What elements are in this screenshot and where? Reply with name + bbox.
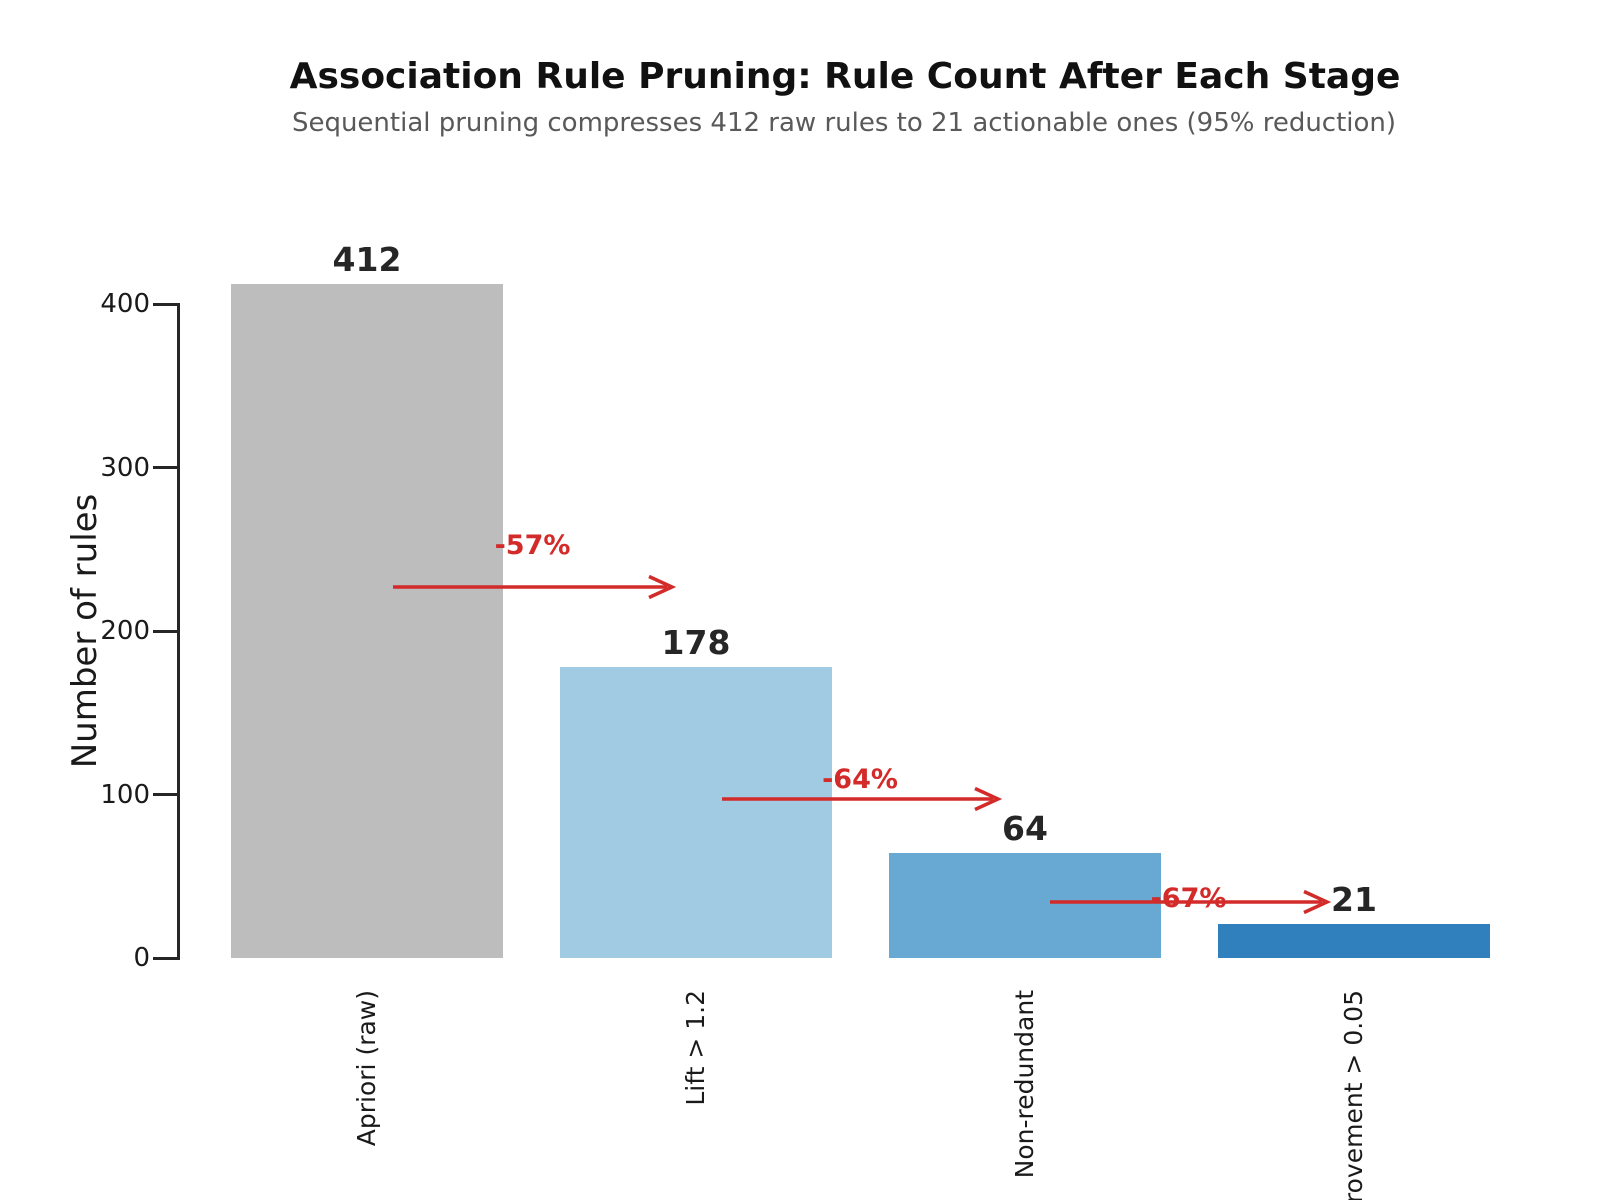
bar xyxy=(1218,924,1490,958)
y-tick-label: 0 xyxy=(133,943,150,973)
chart-subtitle: Sequential pruning compresses 412 raw ru… xyxy=(291,108,1397,138)
y-tick-label: 100 xyxy=(100,779,150,810)
y-tick-label: 300 xyxy=(100,452,150,483)
y-tick-mark xyxy=(153,956,177,960)
bar xyxy=(889,853,1161,958)
bar xyxy=(560,667,832,958)
y-tick-label: 400 xyxy=(100,289,150,319)
y-tick-mark xyxy=(153,466,177,469)
y-tick-mark xyxy=(153,629,177,633)
bar-value-label: 64 xyxy=(1002,809,1048,848)
y-tick-mark xyxy=(153,302,177,306)
chart-title: Association Rule Pruning: Rule Count Aft… xyxy=(289,56,1401,97)
bar-value-label: 178 xyxy=(661,623,731,662)
bar-value-label: 21 xyxy=(1331,880,1377,919)
y-tick-label: 200 xyxy=(100,616,150,646)
reduction-percent-label: -67% xyxy=(1150,883,1227,914)
reduction-percent-label: -57% xyxy=(494,530,571,561)
reduction-percent-label: -64% xyxy=(822,764,898,795)
y-axis-spine xyxy=(177,303,180,960)
y-tick-mark xyxy=(153,793,177,796)
bar xyxy=(231,284,503,958)
bar-value-label: 412 xyxy=(332,240,402,279)
